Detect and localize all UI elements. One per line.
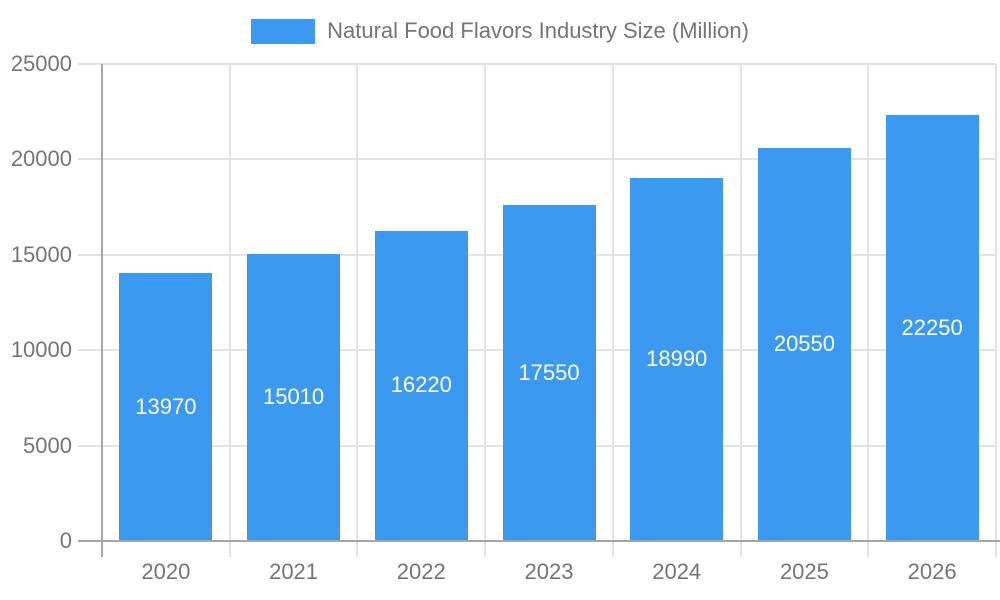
x-axis-tick-label: 2020	[141, 559, 191, 584]
v-gridline	[867, 64, 870, 557]
y-axis-tick-label: 25000	[10, 51, 72, 76]
v-gridline	[484, 64, 487, 557]
legend-label: Natural Food Flavors Industry Size (Mill…	[327, 18, 749, 43]
bar-value-label: 15010	[262, 383, 325, 409]
y-axis-line	[101, 64, 103, 557]
v-gridline	[739, 64, 742, 557]
plot-area: 0 5000 10000 15000 20000 25000 13970 2020 15010 2…	[11, 52, 1000, 584]
legend-swatch	[251, 18, 316, 44]
bar-value-label: 16220	[390, 372, 452, 398]
legend[interactable]: Natural Food Flavors Industry Size (Mill…	[0, 18, 1000, 44]
x-axis-tick-label: 2026	[907, 559, 957, 584]
bar-2020[interactable]: 13970	[119, 273, 213, 540]
y-axis-tick	[78, 444, 102, 447]
h-gridline	[102, 158, 996, 161]
bar-value-label: 13970	[135, 393, 197, 419]
bar-2021[interactable]: 15010	[247, 253, 341, 540]
v-gridline	[995, 64, 997, 557]
y-axis-tick-label: 0	[59, 528, 72, 553]
bar-2026[interactable]: 22250	[885, 115, 979, 540]
bar-2025[interactable]: 20550	[757, 147, 851, 540]
y-axis-tick-label: 15000	[10, 241, 72, 267]
y-axis-tick-label: 10000	[10, 337, 72, 363]
h-gridline	[102, 63, 996, 65]
x-axis-tick-label: 2024	[652, 559, 702, 584]
bar-value-label: 18990	[646, 345, 708, 371]
bar-value-label: 20550	[773, 330, 836, 356]
x-axis-tick-label: 2025	[779, 559, 829, 584]
v-gridline	[356, 64, 359, 557]
y-axis-tick-label: 20000	[10, 146, 72, 172]
x-axis-tick-label: 2023	[524, 559, 574, 584]
y-axis-tick	[78, 253, 102, 256]
x-axis-tick-label: 2022	[396, 559, 446, 584]
y-axis-tick-label: 5000	[23, 432, 72, 458]
x-axis-tick-label: 2021	[269, 559, 319, 584]
bar-2024[interactable]: 18990	[630, 177, 724, 540]
y-axis-tick	[78, 63, 102, 65]
v-gridline	[228, 64, 231, 557]
bar-2022[interactable]: 16220	[374, 230, 468, 540]
y-axis-tick	[78, 349, 102, 352]
x-axis-line	[78, 540, 1000, 542]
y-axis-tick	[78, 158, 102, 161]
bar-value-label: 22250	[901, 314, 963, 340]
bar-value-label: 17550	[518, 359, 580, 385]
bar-2023[interactable]: 17550	[502, 205, 596, 540]
v-gridline	[611, 64, 614, 557]
